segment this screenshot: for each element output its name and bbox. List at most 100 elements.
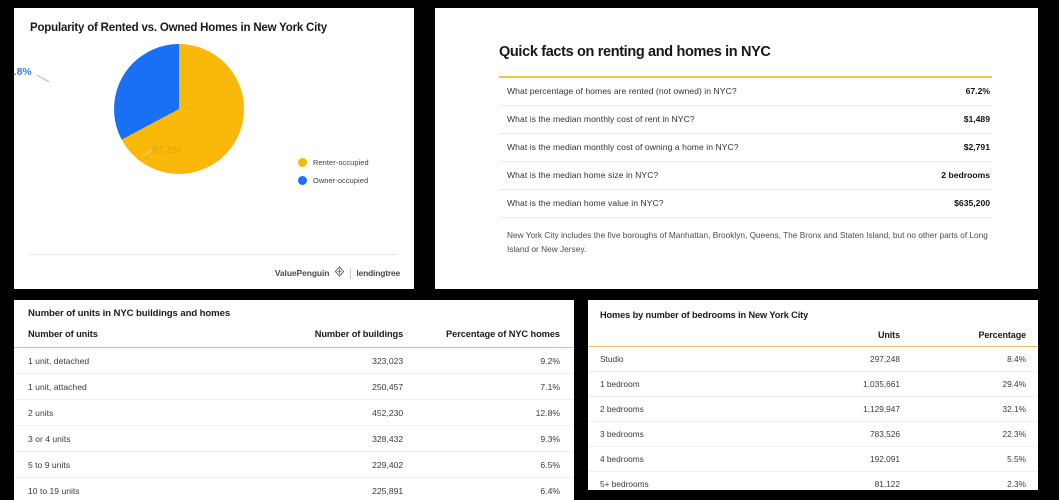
fact-question: What is the median monthly cost of ownin… [507, 142, 739, 153]
table-row: 1 unit, attached 250,457 7.1% [14, 373, 574, 400]
bedrooms-table: Units Percentage Studio 297,248 8.4% 1 b… [588, 320, 1038, 490]
table-row: 5 to 9 units 229,402 6.5% [14, 451, 574, 478]
cell-percentage: 7.1% [417, 373, 574, 400]
footer-divider [30, 254, 398, 255]
fact-question: What percentage of homes are rented (not… [507, 86, 737, 97]
cell-percentage: 12.8% [417, 399, 574, 426]
units-table-header-row: Number of units Number of buildings Perc… [14, 319, 574, 348]
legend-item-renter-occupied: Renter-occupied [298, 158, 406, 167]
legend-label-renter: Renter-occupied [313, 158, 369, 167]
cell-units: 1,035,661 [750, 371, 912, 397]
fact-question: What is the median monthly cost of rent … [507, 114, 695, 125]
cell-units: 5 to 9 units [14, 451, 261, 478]
pie-legend: Renter-occupied Owner-occupied [298, 158, 406, 194]
units-col-header-units: Number of units [14, 319, 261, 348]
fact-answer: $635,200 [954, 198, 990, 209]
cell-percentage: 6.5% [417, 451, 574, 478]
quick-facts-title: Quick facts on renting and homes in NYC [499, 44, 771, 60]
cell-units: 1 unit, attached [14, 373, 261, 400]
legend-item-owner-occupied: Owner-occupied [298, 176, 406, 185]
fact-row: What is the median monthly cost of rent … [499, 106, 992, 134]
bedrooms-col-header-blank [588, 320, 750, 347]
pie-chart-body: 32.8% 67.2% Renter-occupied Owner-occupi… [14, 34, 414, 232]
units-table-card: Number of units in NYC buildings and hom… [14, 300, 574, 500]
cell-units: 1 unit, detached [14, 347, 261, 374]
table-row: 10 to 19 units 225,891 6.4% [14, 477, 574, 500]
bedrooms-col-header-units: Units [750, 320, 912, 347]
cell-bedrooms: 1 bedroom [588, 371, 750, 397]
cell-units: 192,091 [750, 446, 912, 472]
units-table-title: Number of units in NYC buildings and hom… [28, 308, 231, 319]
cell-units: 2 units [14, 399, 261, 426]
fact-question: What is the median home size in NYC? [507, 170, 659, 181]
fact-row: What is the median home size in NYC? 2 b… [499, 162, 992, 190]
cell-units: 10 to 19 units [14, 477, 261, 500]
quick-facts-card: Quick facts on renting and homes in NYC … [435, 8, 1038, 289]
lendingtree-wordmark: lendingtree [356, 268, 400, 278]
cell-buildings: 323,023 [260, 347, 418, 374]
brand-footer: ValuePenguin lendingtree [275, 264, 400, 282]
cell-units: 1,129,947 [750, 396, 912, 422]
table-row: 5+ bedrooms 81,122 2.3% [588, 471, 1038, 490]
cell-percentage: 32.1% [912, 396, 1038, 422]
units-col-header-percentage: Percentage of NYC homes [417, 319, 574, 348]
cell-percentage: 5.5% [912, 446, 1038, 472]
table-row: 1 bedroom 1,035,661 29.4% [588, 371, 1038, 397]
pie-chart-title: Popularity of Rented vs. Owned Homes in … [30, 22, 327, 34]
fact-answer: $2,791 [963, 142, 990, 153]
units-table: Number of units Number of buildings Perc… [14, 319, 574, 500]
cell-buildings: 229,402 [260, 451, 418, 478]
cell-percentage: 2.3% [912, 471, 1038, 490]
bedrooms-col-header-percentage: Percentage [912, 320, 1038, 347]
cell-bedrooms: 5+ bedrooms [588, 471, 750, 490]
quick-facts-inner: Quick facts on renting and homes in NYC … [435, 8, 1038, 257]
fact-row: What is the median monthly cost of ownin… [499, 134, 992, 162]
bedrooms-table-title: Homes by number of bedrooms in New York … [600, 310, 809, 320]
cell-buildings: 250,457 [260, 373, 418, 400]
cell-percentage: 29.4% [912, 371, 1038, 397]
valuepenguin-wordmark: ValuePenguin [274, 268, 330, 278]
cell-bedrooms: 4 bedrooms [588, 446, 750, 472]
bedrooms-table-header-row: Units Percentage [588, 320, 1038, 347]
leader-line-owner [36, 74, 50, 83]
units-col-header-buildings: Number of buildings [260, 319, 418, 348]
cell-percentage: 9.3% [417, 425, 574, 452]
cell-units: 297,248 [750, 346, 912, 372]
pie-label-owner-occupied: 32.8% [14, 66, 32, 78]
legend-swatch-icon-renter [298, 158, 307, 167]
cell-units: 3 or 4 units [14, 425, 261, 452]
cell-bedrooms: 3 bedrooms [588, 421, 750, 447]
fact-row: What percentage of homes are rented (not… [499, 78, 992, 106]
legend-label-owner: Owner-occupied [313, 176, 369, 185]
table-row: 2 bedrooms 1,129,947 32.1% [588, 396, 1038, 422]
cell-buildings: 452,230 [260, 399, 418, 426]
cell-buildings: 328,432 [260, 425, 418, 452]
pie-label-renter-occupied: 67.2% [152, 144, 182, 156]
cell-bedrooms: 2 bedrooms [588, 396, 750, 422]
pie-chart-graphic [114, 44, 244, 174]
cell-buildings: 225,891 [260, 477, 418, 500]
table-row: 2 units 452,230 12.8% [14, 399, 574, 426]
fact-answer: $1,489 [963, 114, 990, 125]
legend-swatch-icon-owner [298, 176, 307, 185]
table-row: 3 or 4 units 328,432 9.3% [14, 425, 574, 452]
table-row: Studio 297,248 8.4% [588, 346, 1038, 372]
quick-facts-note: New York City includes the five boroughs… [507, 229, 988, 255]
brand-separator [350, 267, 352, 279]
bedrooms-table-card: Homes by number of bedrooms in New York … [588, 300, 1038, 490]
table-row: 3 bedrooms 783,526 22.3% [588, 421, 1038, 447]
fact-question: What is the median home value in NYC? [507, 198, 664, 209]
diamond-logo-icon [334, 264, 345, 282]
table-row: 1 unit, detached 323,023 9.2% [14, 347, 574, 374]
cell-units: 783,526 [750, 421, 912, 447]
pie-chart-card: Popularity of Rented vs. Owned Homes in … [14, 8, 414, 289]
table-row: 4 bedrooms 192,091 5.5% [588, 446, 1038, 472]
cell-units: 81,122 [750, 471, 912, 490]
cell-percentage: 8.4% [912, 346, 1038, 372]
cell-percentage: 22.3% [912, 421, 1038, 447]
fact-answer: 2 bedrooms [941, 170, 990, 181]
fact-answer: 67.2% [965, 86, 990, 97]
pie-slices [114, 44, 244, 174]
cell-percentage: 6.4% [417, 477, 574, 500]
